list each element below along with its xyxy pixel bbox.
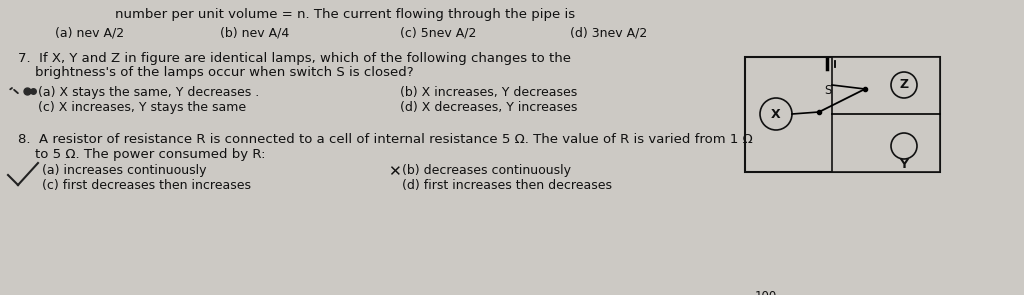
Text: Y: Y	[899, 158, 908, 171]
Text: to 5 Ω. The power consumed by R:: to 5 Ω. The power consumed by R:	[18, 148, 265, 161]
Text: (c) X increases, Y stays the same: (c) X increases, Y stays the same	[38, 101, 246, 114]
Text: (d) first increases then decreases: (d) first increases then decreases	[402, 179, 612, 192]
Text: (a) increases continuously: (a) increases continuously	[42, 164, 207, 177]
Bar	[745, 57, 940, 172]
Text: (b) nev A/4: (b) nev A/4	[220, 26, 289, 39]
Text: S: S	[824, 84, 831, 98]
Text: 7.  If X, Y and Z in figure are identical lamps, which of the following changes : 7. If X, Y and Z in figure are identical…	[18, 52, 571, 65]
Text: ✕: ✕	[388, 164, 400, 179]
Text: (a) X stays the same, Y decreases .: (a) X stays the same, Y decreases .	[38, 86, 259, 99]
Text: (b) decreases continuously: (b) decreases continuously	[402, 164, 571, 177]
Text: (d) X decreases, Y increases: (d) X decreases, Y increases	[400, 101, 578, 114]
Text: brightness's of the lamps occur when switch S is closed?: brightness's of the lamps occur when swi…	[18, 66, 414, 79]
Text: Z: Z	[899, 78, 908, 91]
Text: (c) 5nev A/2: (c) 5nev A/2	[400, 26, 476, 39]
Text: (d) 3nev A/2: (d) 3nev A/2	[570, 26, 647, 39]
Text: 100: 100	[755, 290, 777, 295]
Text: 8.  A resistor of resistance R is connected to a cell of internal resistance 5 Ω: 8. A resistor of resistance R is connect…	[18, 133, 753, 146]
Text: (a) nev A/2: (a) nev A/2	[55, 26, 124, 39]
Bar	[831, 57, 940, 172]
Text: X: X	[771, 107, 781, 120]
Text: (c) first decreases then increases: (c) first decreases then increases	[42, 179, 251, 192]
Text: (b) X increases, Y decreases: (b) X increases, Y decreases	[400, 86, 578, 99]
Text: number per unit volume = n. The current flowing through the pipe is: number per unit volume = n. The current …	[115, 8, 575, 21]
